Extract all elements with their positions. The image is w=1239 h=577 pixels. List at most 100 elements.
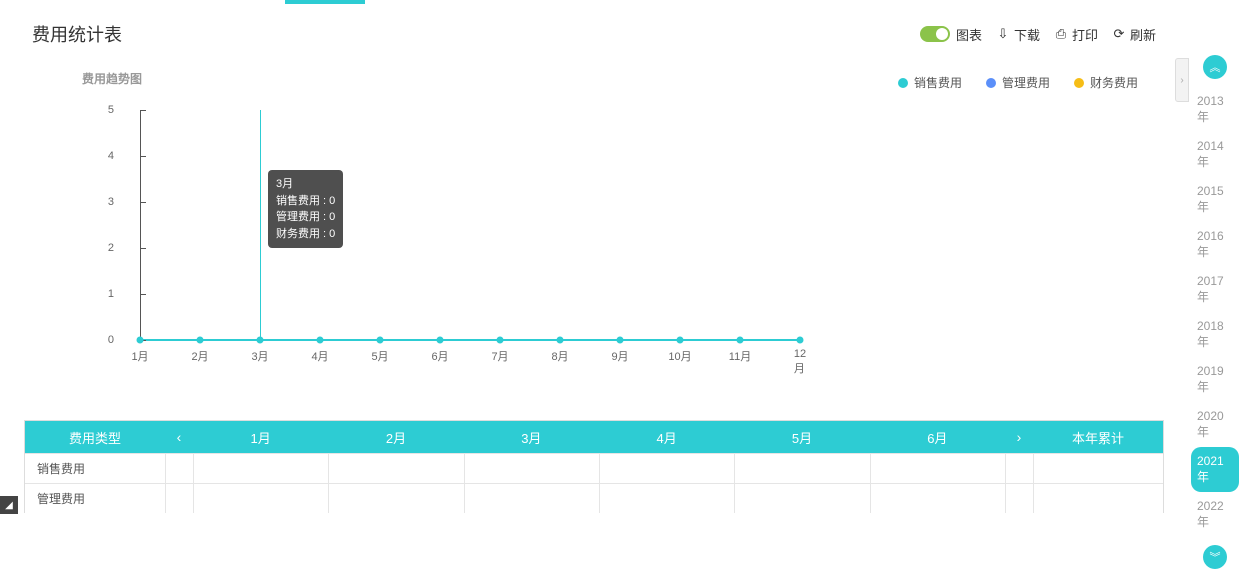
td-navcol	[1005, 484, 1033, 513]
th-month: 5月	[734, 428, 869, 447]
x-tick-label: 7月	[491, 348, 508, 364]
page-title: 费用统计表	[32, 21, 122, 47]
year-item[interactable]: 2017年	[1191, 267, 1239, 312]
refresh-label: 刷新	[1130, 25, 1156, 44]
print-button[interactable]: ⎙ 打印	[1054, 25, 1098, 44]
td-type: 管理费用	[25, 484, 165, 513]
x-tick-label: 6月	[431, 348, 448, 364]
y-tick-label: 3	[108, 196, 114, 208]
year-item[interactable]: 2018年	[1191, 312, 1239, 357]
year-item[interactable]: 2020年	[1191, 402, 1239, 447]
th-month: 6月	[870, 428, 1005, 447]
panel-header: 费用统计表 图表 ⇩ 下载 ⎙ 打印 ⟳ 刷新	[20, 14, 1168, 54]
x-tick-label: 9月	[611, 348, 628, 364]
print-label: 打印	[1072, 25, 1098, 44]
td-navcol	[1005, 454, 1033, 483]
year-item[interactable]: 2016年	[1191, 222, 1239, 267]
table-row: 管理费用	[25, 483, 1163, 513]
td-value	[599, 454, 734, 483]
legend-label: 管理费用	[1002, 74, 1050, 91]
y-tick-label: 2	[108, 242, 114, 254]
chart-tooltip: 3月销售费用 : 0管理费用 : 0财务费用 : 0	[268, 170, 343, 248]
y-tick-label: 0	[108, 334, 114, 346]
data-point[interactable]	[257, 337, 264, 344]
download-label: 下载	[1014, 25, 1040, 44]
table-header-row: 费用类型 ‹ 1月 2月 3月 4月 5月 6月 › 本年累计	[25, 421, 1163, 453]
x-tick-label: 8月	[551, 348, 568, 364]
data-point[interactable]	[317, 337, 324, 344]
y-tick-label: 4	[108, 150, 114, 162]
x-tick-label: 12月	[794, 348, 806, 376]
td-value	[734, 454, 869, 483]
chart-legend: 销售费用 管理费用 财务费用	[898, 74, 1138, 91]
td-value	[464, 454, 599, 483]
download-button[interactable]: ⇩ 下载	[996, 25, 1040, 44]
th-month: 2月	[328, 428, 463, 447]
data-point[interactable]	[137, 337, 144, 344]
data-point[interactable]	[677, 337, 684, 344]
series-line-sales	[140, 339, 800, 341]
x-tick-label: 5月	[371, 348, 388, 364]
legend-label: 财务费用	[1090, 74, 1138, 91]
y-tick-label: 5	[108, 104, 114, 116]
chart-area: 费用趋势图 销售费用 管理费用 财务费用 012345 3月销售费用 : 0管理…	[24, 62, 1158, 402]
td-type: 销售费用	[25, 454, 165, 483]
legend-item-admin[interactable]: 管理费用	[986, 74, 1050, 91]
y-tick-mark	[140, 202, 146, 203]
chart-toggle-label: 图表	[956, 25, 982, 44]
refresh-icon: ⟳	[1112, 26, 1126, 42]
legend-dot	[1074, 78, 1084, 88]
year-item[interactable]: 2013年	[1191, 87, 1239, 132]
x-tick-label: 4月	[311, 348, 328, 364]
th-month: 4月	[599, 428, 734, 447]
year-scroll-up[interactable]: ︽	[1203, 55, 1227, 79]
data-point[interactable]	[617, 337, 624, 344]
legend-item-sales[interactable]: 销售费用	[898, 74, 962, 91]
chart-plot[interactable]: 012345 3月销售费用 : 0管理费用 : 0财务费用 : 0 1月2月3月…	[140, 110, 800, 340]
expense-table: 费用类型 ‹ 1月 2月 3月 4月 5月 6月 › 本年累计 销售费用管理费用	[24, 420, 1164, 513]
x-tick-label: 3月	[251, 348, 268, 364]
x-tick-label: 10月	[668, 348, 691, 364]
table-row: 销售费用	[25, 453, 1163, 483]
legend-dot	[986, 78, 996, 88]
td-value	[464, 484, 599, 513]
collapse-year-rail[interactable]: ›	[1175, 58, 1189, 102]
td-total	[1033, 454, 1163, 483]
y-tick-label: 1	[108, 288, 114, 300]
refresh-button[interactable]: ⟳ 刷新	[1112, 25, 1156, 44]
year-item[interactable]: 2015年	[1191, 177, 1239, 222]
y-tick-mark	[140, 110, 146, 111]
download-icon: ⇩	[996, 26, 1010, 42]
legend-item-finance[interactable]: 财务费用	[1074, 74, 1138, 91]
table-next-months[interactable]: ›	[1005, 429, 1033, 445]
year-item[interactable]: 2019年	[1191, 357, 1239, 402]
print-icon: ⎙	[1054, 26, 1068, 42]
th-type: 费用类型	[25, 428, 165, 447]
td-value	[193, 484, 328, 513]
year-item[interactable]: 2022年	[1191, 492, 1239, 537]
data-point[interactable]	[737, 337, 744, 344]
td-total	[1033, 484, 1163, 513]
data-point[interactable]	[797, 337, 804, 344]
chart-title: 费用趋势图	[82, 70, 142, 87]
year-item[interactable]: 2014年	[1191, 132, 1239, 177]
year-scroll-down[interactable]: ︾	[1203, 545, 1227, 569]
td-value	[870, 454, 1005, 483]
table-prev-months[interactable]: ‹	[165, 429, 193, 445]
td-value	[328, 454, 463, 483]
td-value	[328, 484, 463, 513]
data-point[interactable]	[197, 337, 204, 344]
data-point[interactable]	[497, 337, 504, 344]
main-panel: 费用统计表 图表 ⇩ 下载 ⎙ 打印 ⟳ 刷新 费用趋势图 销售费用 管理费用	[20, 14, 1168, 504]
x-tick-label: 11月	[729, 348, 751, 364]
bottom-left-handle[interactable]: ◢	[0, 496, 18, 514]
data-point[interactable]	[557, 337, 564, 344]
data-point[interactable]	[437, 337, 444, 344]
data-point[interactable]	[377, 337, 384, 344]
y-tick-mark	[140, 156, 146, 157]
chart-toggle-switch[interactable]	[920, 26, 950, 42]
td-value	[599, 484, 734, 513]
x-tick-label: 1月	[131, 348, 148, 364]
year-item[interactable]: 2021年	[1191, 447, 1239, 492]
y-tick-mark	[140, 294, 146, 295]
